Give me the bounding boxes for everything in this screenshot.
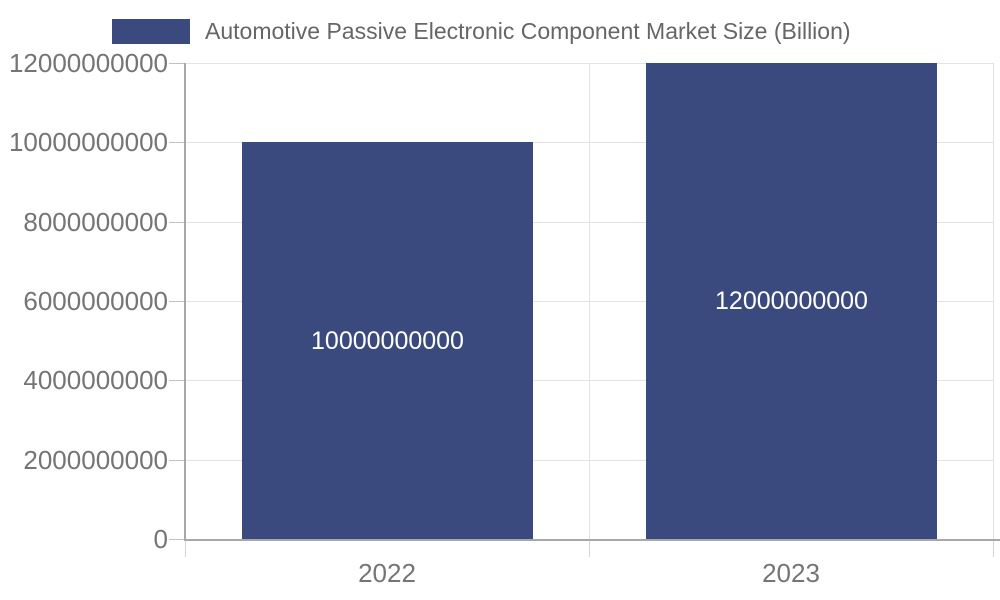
y-tick-mark: [169, 539, 185, 540]
x-tick-label: 2022: [358, 558, 416, 588]
y-tick-label: 10000000000: [8, 127, 168, 157]
plot-right-edge: [993, 63, 994, 539]
y-tick-mark: [169, 222, 185, 223]
y-tick-label: 2000000000: [23, 445, 168, 475]
y-tick-mark: [169, 460, 185, 461]
x-tick-label: 2023: [762, 558, 820, 588]
y-tick-label: 12000000000: [8, 48, 168, 78]
bar-value-label: 10000000000: [311, 327, 464, 355]
legend-swatch-icon: [112, 18, 190, 44]
chart-title: Automotive Passive Electronic Component …: [205, 17, 851, 44]
y-tick-label: 0: [153, 524, 168, 554]
y-tick-mark: [169, 142, 185, 143]
y-tick-label: 4000000000: [23, 365, 168, 395]
y-tick-mark: [169, 63, 185, 64]
x-tick-mark: [993, 539, 994, 557]
bar-2023[interactable]: [646, 63, 937, 539]
bar-value-label: 12000000000: [715, 287, 868, 315]
y-tick-label: 6000000000: [23, 286, 168, 316]
bar-2022[interactable]: [242, 142, 533, 539]
x-tick-mark: [185, 539, 186, 557]
x-axis-line: [184, 539, 1000, 541]
x-tick-mark: [589, 539, 590, 557]
legend-item[interactable]: Automotive Passive Electronic Component …: [112, 18, 851, 44]
y-axis-line: [184, 63, 186, 541]
y-tick-mark: [169, 380, 185, 381]
y-tick-label: 8000000000: [23, 207, 168, 237]
gridline-vertical: [589, 63, 590, 539]
y-tick-mark: [169, 301, 185, 302]
